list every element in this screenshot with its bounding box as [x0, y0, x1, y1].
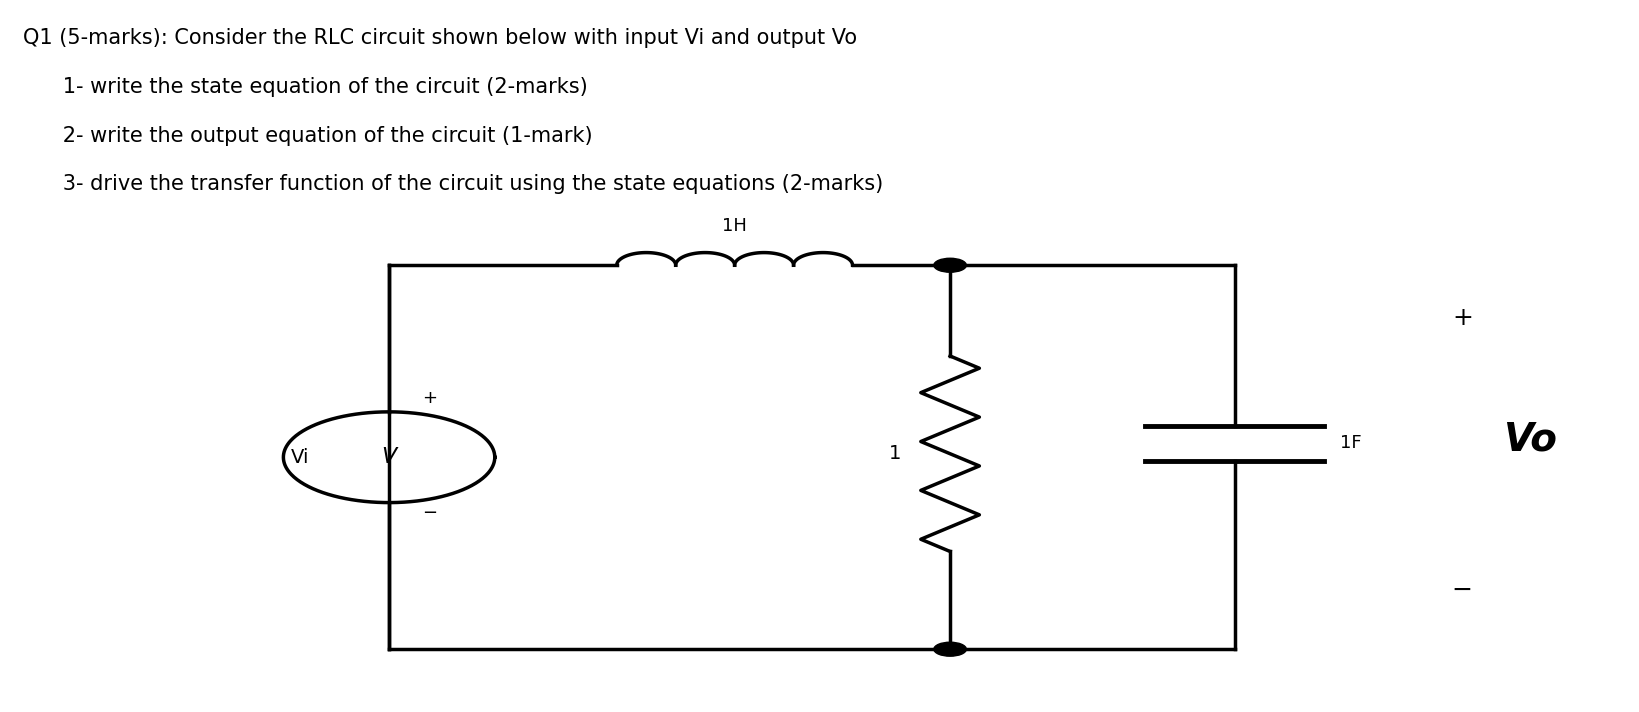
Text: V: V — [382, 447, 397, 467]
Text: 1- write the state equation of the circuit (2-marks): 1- write the state equation of the circu… — [23, 77, 588, 97]
Text: Vi: Vi — [290, 448, 308, 467]
Text: 1H: 1H — [721, 217, 747, 235]
Text: +: + — [421, 389, 438, 407]
Text: Q1 (5-marks): Consider the RLC circuit shown below with input Vi and output Vo: Q1 (5-marks): Consider the RLC circuit s… — [23, 28, 857, 48]
Text: 2- write the output equation of the circuit (1-mark): 2- write the output equation of the circ… — [23, 125, 592, 146]
Text: Vo: Vo — [1501, 421, 1555, 459]
Text: −: − — [1451, 578, 1472, 602]
Text: +: + — [1451, 305, 1472, 330]
Circle shape — [933, 258, 965, 272]
Circle shape — [933, 642, 965, 656]
Text: −: − — [421, 504, 438, 522]
Text: 1: 1 — [888, 444, 901, 464]
Text: 3- drive the transfer function of the circuit using the state equations (2-marks: 3- drive the transfer function of the ci… — [23, 174, 883, 194]
Text: 1F: 1F — [1339, 434, 1360, 452]
